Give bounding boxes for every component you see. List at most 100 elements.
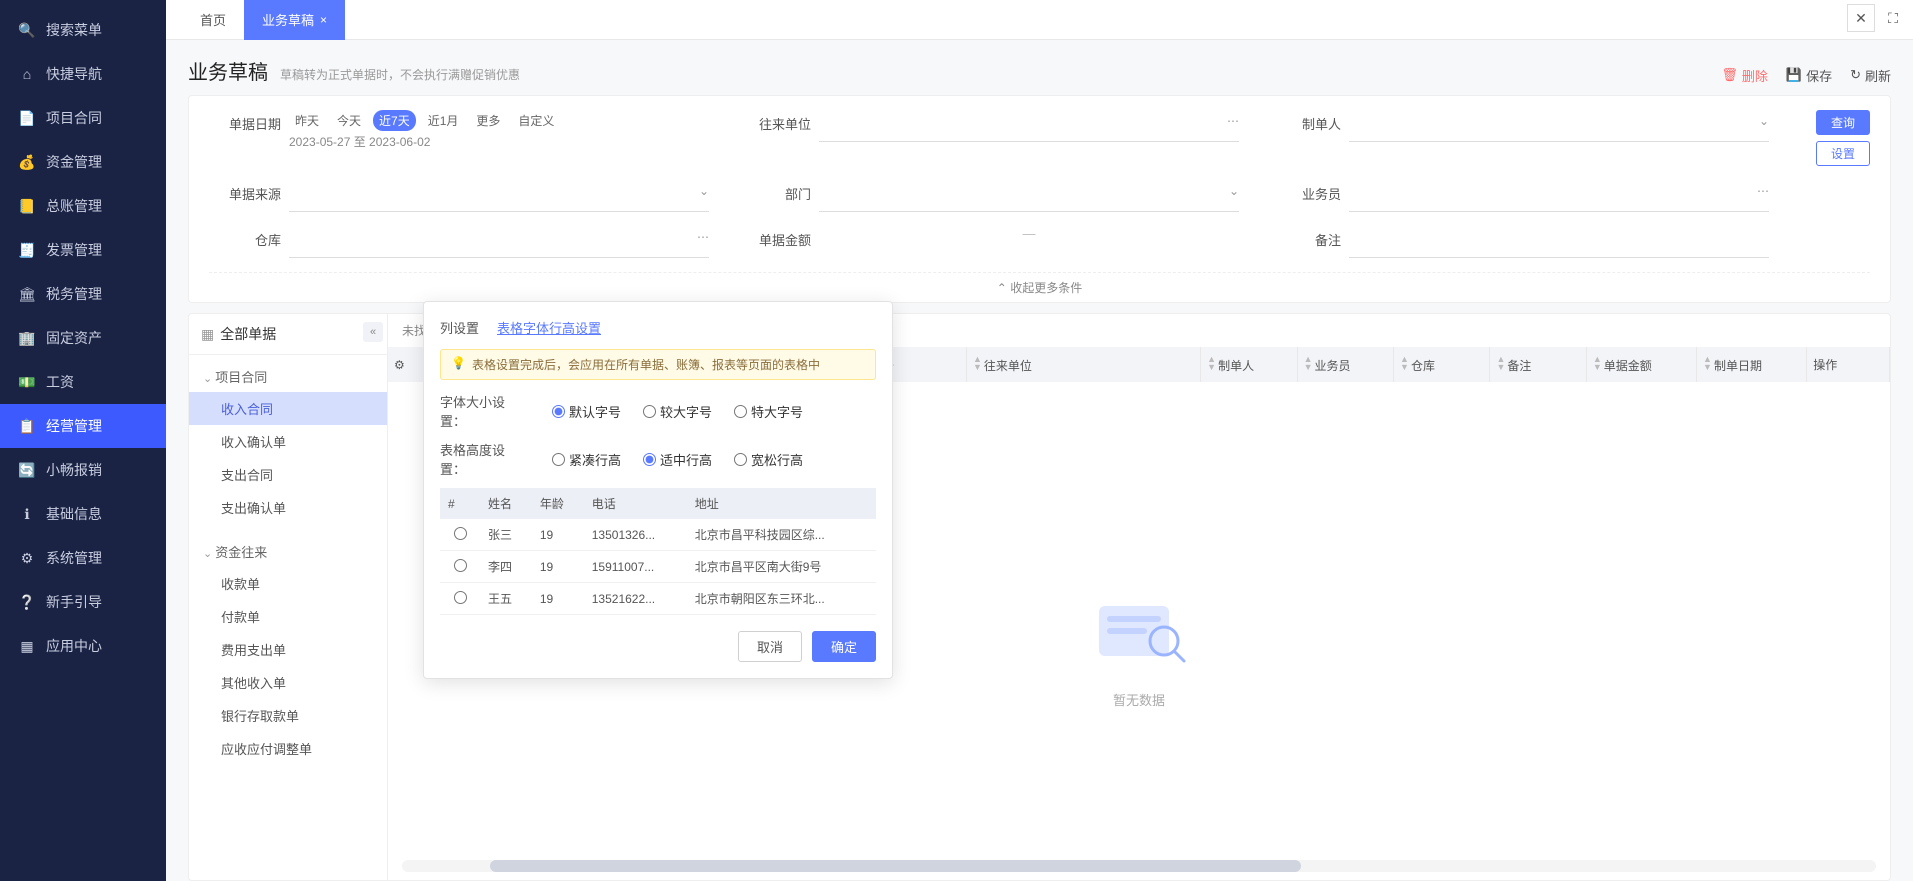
sidebar-item-9[interactable]: 📋经营管理 — [0, 404, 166, 448]
tree-group-0[interactable]: 项目合同 — [189, 361, 387, 392]
column-header[interactable]: ▲▼备注 — [1490, 347, 1586, 382]
tree-leaf[interactable]: 其他收入单 — [189, 666, 387, 699]
maker-input[interactable]: ⌄ — [1349, 110, 1769, 142]
chevron-down-icon[interactable]: ⌄ — [1229, 184, 1239, 207]
info-icon: ℹ — [18, 505, 36, 523]
column-header[interactable]: ▲▼仓库 — [1394, 347, 1490, 382]
tree-leaf[interactable]: 收入合同 — [189, 392, 387, 425]
sort-icon[interactable]: ▲▼ — [973, 355, 982, 371]
tree-leaf[interactable]: 支出确认单 — [189, 491, 387, 524]
date-quick-option[interactable]: 今天 — [331, 110, 367, 131]
column-header[interactable]: ▲▼往来单位 — [967, 347, 1201, 382]
sidebar-item-6[interactable]: 🏛税务管理 — [0, 272, 166, 316]
sidebar-item-3[interactable]: 💰资金管理 — [0, 140, 166, 184]
tab-close-icon[interactable]: × — [320, 13, 327, 27]
tree-leaf[interactable]: 付款单 — [189, 600, 387, 633]
date-quick-option[interactable]: 近1月 — [422, 110, 465, 131]
radio-option[interactable]: 默认字号 — [552, 402, 621, 421]
tree-leaf[interactable]: 收款单 — [189, 567, 387, 600]
column-header[interactable]: ▲▼制单日期 — [1697, 347, 1807, 382]
sidebar-item-12[interactable]: ⚙系统管理 — [0, 536, 166, 580]
popover-tab-columns[interactable]: 列设置 — [440, 318, 479, 337]
tree-leaf[interactable]: 费用支出单 — [189, 633, 387, 666]
asset-icon: 🏢 — [18, 329, 36, 347]
sidebar-item-14[interactable]: ▦应用中心 — [0, 624, 166, 668]
warehouse-input[interactable]: ⋯ — [289, 226, 709, 258]
chevron-down-icon[interactable]: ⌄ — [1759, 114, 1769, 137]
close-tab-button[interactable]: ✕ — [1847, 4, 1875, 32]
sort-icon[interactable]: ▲▼ — [1400, 355, 1409, 371]
more-icon[interactable]: ⋯ — [1227, 114, 1239, 137]
sort-icon[interactable]: ▲▼ — [1304, 355, 1313, 371]
column-header[interactable]: ▲▼制单人 — [1201, 347, 1297, 382]
sidebar-item-label: 资金管理 — [46, 152, 102, 172]
sidebar-item-7[interactable]: 🏢固定资产 — [0, 316, 166, 360]
sidebar-item-0[interactable]: 🔍搜索菜单 — [0, 8, 166, 52]
radio-option[interactable]: 宽松行高 — [734, 450, 803, 469]
sidebar-item-8[interactable]: 💵工资 — [0, 360, 166, 404]
radio-option[interactable]: 适中行高 — [643, 450, 712, 469]
cancel-button[interactable]: 取消 — [738, 631, 802, 662]
scrollbar-thumb[interactable] — [490, 860, 1301, 872]
sidebar-item-label: 项目合同 — [46, 108, 102, 128]
more-icon[interactable]: ⋯ — [697, 230, 709, 253]
tree-group-1[interactable]: 资金往来 — [189, 536, 387, 567]
tab-1[interactable]: 业务草稿× — [244, 0, 345, 40]
maker-field[interactable] — [1349, 114, 1759, 137]
sample-table: #姓名年龄电话地址 张三 19 13501326... 北京市昌平科技园区综..… — [440, 488, 876, 615]
sort-icon[interactable]: ▲▼ — [1593, 355, 1602, 371]
refresh-button[interactable]: ↻ 刷新 — [1850, 66, 1891, 85]
date-quick-option[interactable]: 更多 — [470, 110, 506, 131]
collapse-filters-button[interactable]: ⌃ 收起更多条件 — [209, 272, 1870, 302]
date-quick-option[interactable]: 自定义 — [512, 110, 560, 131]
fullscreen-button[interactable]: ⛶ — [1879, 4, 1907, 32]
sidebar-item-2[interactable]: 📄项目合同 — [0, 96, 166, 140]
sidebar-item-10[interactable]: 🔄小畅报销 — [0, 448, 166, 492]
collapse-tree-button[interactable]: « — [363, 322, 383, 342]
horizontal-scrollbar[interactable] — [402, 860, 1876, 872]
sample-row: 王五 19 13521622... 北京市朝阳区东三环北... — [440, 583, 876, 615]
dept-select[interactable]: ⌄ — [819, 180, 1239, 212]
amount-dash: — — [819, 226, 1239, 241]
sort-icon[interactable]: ▲▼ — [1703, 355, 1712, 371]
tree-leaf[interactable]: 应收应付调整单 — [189, 732, 387, 765]
column-header[interactable]: 操作 — [1807, 347, 1890, 382]
tree-leaf[interactable]: 银行存取款单 — [189, 699, 387, 732]
delete-button[interactable]: 🗑 删除 — [1721, 66, 1768, 85]
tree-leaf[interactable]: 收入确认单 — [189, 425, 387, 458]
chevron-down-icon[interactable]: ⌄ — [699, 184, 709, 207]
sample-row-radio[interactable] — [454, 559, 467, 572]
sidebar-item-label: 工资 — [46, 372, 74, 392]
party-field[interactable] — [819, 114, 1227, 137]
tab-0[interactable]: 首页 — [182, 0, 244, 40]
sample-row-radio[interactable] — [454, 527, 467, 540]
sidebar-item-1[interactable]: ⌂快捷导航 — [0, 52, 166, 96]
date-quick-option[interactable]: 近7天 — [373, 110, 416, 131]
sidebar-item-4[interactable]: 📒总账管理 — [0, 184, 166, 228]
column-header[interactable]: ▲▼单据金额 — [1586, 347, 1696, 382]
radio-option[interactable]: 特大字号 — [734, 402, 803, 421]
sort-icon[interactable]: ▲▼ — [1496, 355, 1505, 371]
party-input[interactable]: ⋯ — [819, 110, 1239, 142]
tree-leaf[interactable]: 支出合同 — [189, 458, 387, 491]
sort-icon[interactable]: ▲▼ — [1207, 355, 1216, 371]
popover-tab-font[interactable]: 表格字体行高设置 — [497, 318, 601, 337]
column-header[interactable]: ▲▼业务员 — [1297, 347, 1393, 382]
sample-row-radio[interactable] — [454, 591, 467, 604]
source-select[interactable]: ⌄ — [289, 180, 709, 212]
clerk-input[interactable]: ⋯ — [1349, 180, 1769, 212]
sidebar-item-11[interactable]: ℹ基础信息 — [0, 492, 166, 536]
remark-input[interactable] — [1349, 226, 1769, 258]
date-quick-option[interactable]: 昨天 — [289, 110, 325, 131]
setting-button[interactable]: 设置 — [1816, 141, 1870, 166]
save-button[interactable]: 💾 保存 — [1786, 66, 1832, 85]
ok-button[interactable]: 确定 — [812, 631, 876, 662]
empty-icon — [1079, 586, 1199, 676]
sidebar-item-5[interactable]: 🧾发票管理 — [0, 228, 166, 272]
radio-option[interactable]: 紧凑行高 — [552, 450, 621, 469]
query-button[interactable]: 查询 — [1816, 110, 1870, 135]
search-icon: 🔍 — [18, 21, 36, 39]
more-icon[interactable]: ⋯ — [1757, 184, 1769, 207]
sidebar-item-13[interactable]: ❔新手引导 — [0, 580, 166, 624]
radio-option[interactable]: 较大字号 — [643, 402, 712, 421]
